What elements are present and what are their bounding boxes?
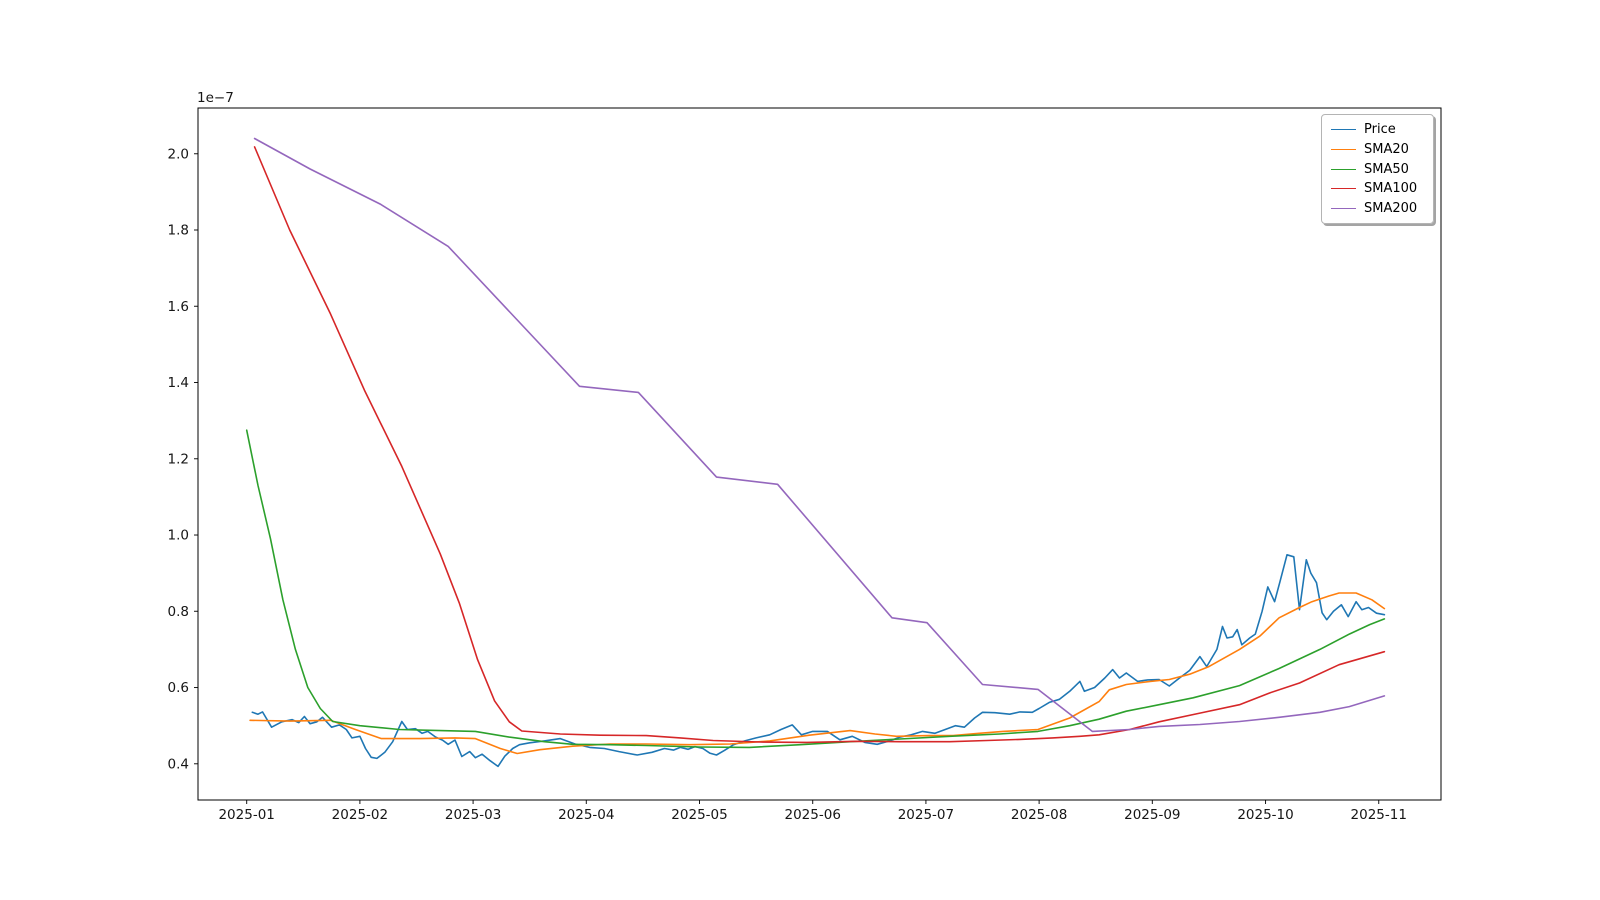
y-tick-label: 1.4 <box>168 375 189 391</box>
legend-line-swatch <box>1331 168 1356 170</box>
legend: Price SMA20 SMA50 SMA100 SMA200 <box>1321 114 1434 224</box>
y-tick-label: 2.0 <box>168 146 189 162</box>
legend-label: SMA200 <box>1364 201 1418 216</box>
y-tick-label: 1.8 <box>168 223 189 239</box>
series-sma20-line <box>249 592 1386 755</box>
legend-label: Price <box>1364 122 1396 137</box>
x-tick-label: 2025-01 <box>218 807 274 823</box>
legend-label: SMA100 <box>1364 181 1418 197</box>
legend-item-sma100: SMA100 <box>1331 179 1425 198</box>
x-tick-label: 2025-07 <box>898 807 954 823</box>
y-tick-label: 1.0 <box>168 528 189 544</box>
x-tick-label: 2025-08 <box>1011 807 1067 823</box>
y-tick-label: 1.2 <box>168 451 189 467</box>
series-price-line <box>251 553 1386 768</box>
legend-line-swatch <box>1331 129 1356 130</box>
x-tick-label: 2025-06 <box>785 807 841 823</box>
plot-frame <box>197 107 1442 801</box>
x-tick-label: 2025-10 <box>1237 807 1293 823</box>
legend-label: SMA20 <box>1364 141 1409 157</box>
x-tick-label: 2025-03 <box>445 807 501 823</box>
legend-label: SMA50 <box>1364 161 1409 177</box>
legend-item-sma50: SMA50 <box>1331 160 1425 179</box>
plot-area: 2025-01 2025-02 2025-03 2025-04 2025-05 2025-… <box>168 107 1442 823</box>
x-tick-label: 2025-05 <box>671 807 727 823</box>
x-tick-label: 2025-02 <box>332 807 388 823</box>
legend-line-swatch <box>1331 148 1356 150</box>
series-sma50-line <box>245 429 1386 749</box>
x-tick-label: 2025-09 <box>1124 807 1180 823</box>
y-tick-label: 0.6 <box>168 680 189 696</box>
legend-item-price: Price <box>1331 120 1425 139</box>
y-axis-offset-label: 1e−7 <box>197 90 234 106</box>
x-tick-label: 2025-11 <box>1351 807 1407 823</box>
series-sma200-line <box>253 137 1386 733</box>
x-tick-label: 2025-04 <box>558 807 614 823</box>
legend-item-sma200: SMA200 <box>1331 199 1425 218</box>
y-tick-label: 0.8 <box>168 604 189 620</box>
legend-line-swatch <box>1331 188 1356 190</box>
legend-line-swatch <box>1331 208 1356 209</box>
series-sma100-line <box>253 146 1386 744</box>
y-tick-label: 0.4 <box>168 756 189 772</box>
y-tick-label: 1.6 <box>168 299 189 315</box>
legend-item-sma20: SMA20 <box>1331 140 1425 159</box>
